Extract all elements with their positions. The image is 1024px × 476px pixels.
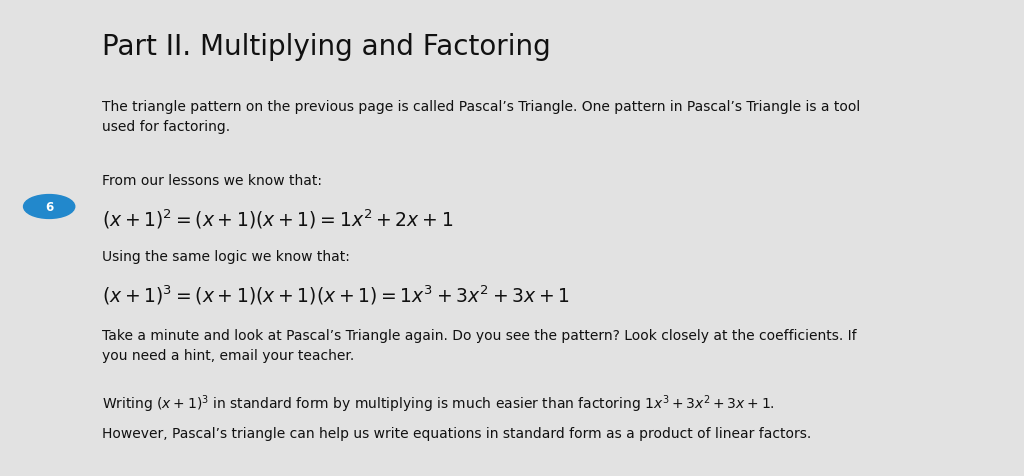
Text: $(x + 1)^2 = (x + 1)(x + 1) = 1x^2 + 2x + 1$: $(x + 1)^2 = (x + 1)(x + 1) = 1x^2 + 2x … [102,207,454,230]
Text: Using the same logic we know that:: Using the same logic we know that: [102,250,350,264]
Text: From our lessons we know that:: From our lessons we know that: [102,174,323,188]
Text: However, Pascal’s triangle can help us write equations in standard form as a pro: However, Pascal’s triangle can help us w… [102,426,812,440]
Circle shape [24,195,75,219]
Text: Writing $(x + 1)^3$ in standard form by multiplying is much easier than factorin: Writing $(x + 1)^3$ in standard form by … [102,393,775,414]
Text: Take a minute and look at Pascal’s Triangle again. Do you see the pattern? Look : Take a minute and look at Pascal’s Trian… [102,328,857,362]
Text: 6: 6 [45,200,53,214]
Text: $(x + 1)^3 = (x + 1)(x + 1)(x + 1) = 1x^3 + 3x^2 + 3x + 1$: $(x + 1)^3 = (x + 1)(x + 1)(x + 1) = 1x^… [102,283,570,307]
Text: Part II. Multiplying and Factoring: Part II. Multiplying and Factoring [102,33,551,61]
Text: The triangle pattern on the previous page is called Pascal’s Triangle. One patte: The triangle pattern on the previous pag… [102,100,860,134]
